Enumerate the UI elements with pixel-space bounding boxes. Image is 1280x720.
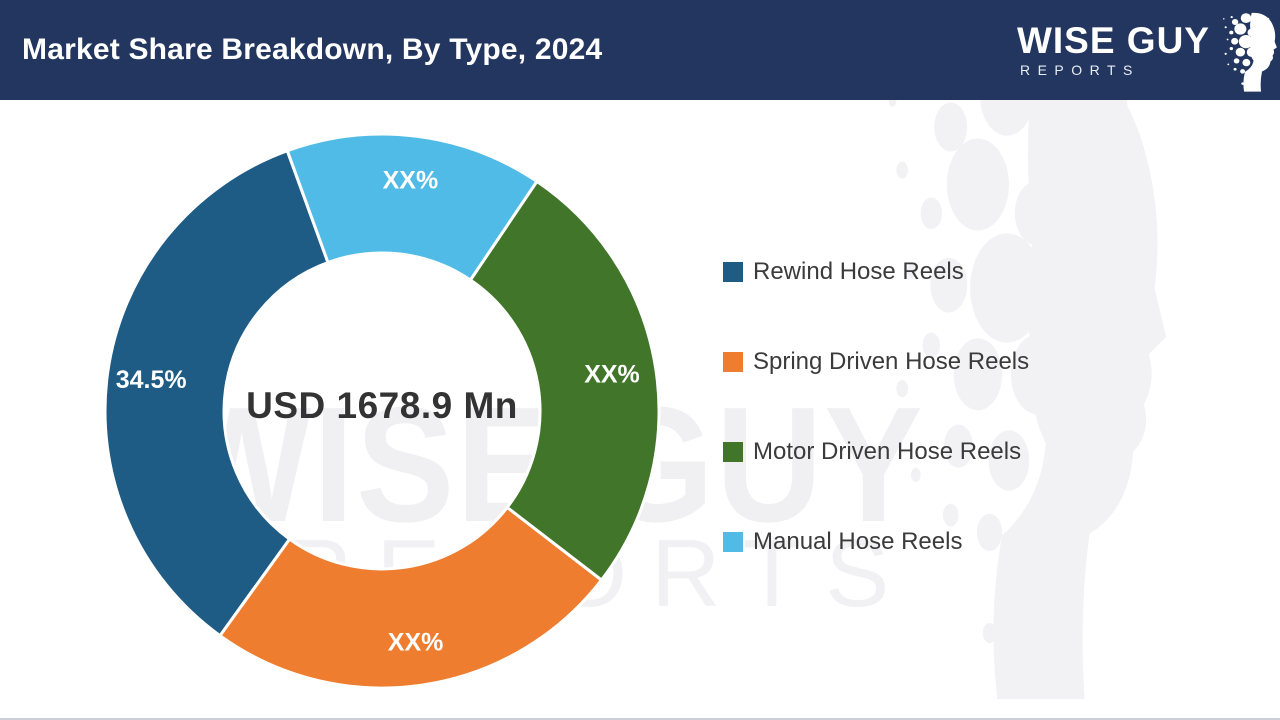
slice-label-2: XX%: [388, 628, 444, 656]
slice-label-4: XX%: [383, 166, 439, 194]
donut-slice-1: [103, 149, 330, 638]
legend-item-2: Spring Driven Hose Reels: [723, 350, 1029, 374]
logo-name: WISE GUY: [1016, 19, 1210, 61]
logo-subname: REPORTS: [1019, 62, 1140, 79]
legend-swatch-3: [723, 442, 743, 462]
legend-swatch-2: [723, 352, 743, 372]
legend-swatch-1: [723, 262, 743, 282]
wise-guy-logo: WISE GUY REPORTS: [1017, 4, 1278, 96]
donut-slice-3: [468, 179, 661, 582]
chart-legend: Rewind Hose Reels Spring Driven Hose Reel…: [723, 260, 1029, 554]
header-bar: Market Share Breakdown, By Type, 2024 WI…: [0, 0, 1280, 100]
page-title: Market Share Breakdown, By Type, 2024: [22, 33, 603, 66]
slice-label-1: 34.5%: [116, 366, 187, 394]
legend-item-1: Rewind Hose Reels: [723, 260, 1029, 284]
logo-text: WISE GUY REPORTS: [1016, 19, 1210, 79]
legend-swatch-4: [723, 532, 743, 552]
legend-label-3: Motor Driven Hose Reels: [753, 438, 1022, 465]
logo-face-icon: [1223, 12, 1277, 92]
legend-label-2: Spring Driven Hose Reels: [753, 348, 1030, 375]
legend-label-4: Manual Hose Reels: [753, 528, 963, 555]
donut-chart-area: 34.5% XX% XX% XX%: [103, 132, 661, 690]
legend-label-1: Rewind Hose Reels: [753, 258, 964, 285]
legend-item-4: Manual Hose Reels: [723, 530, 1029, 554]
legend-item-3: Motor Driven Hose Reels: [723, 440, 1029, 464]
donut-slice-2: [218, 505, 603, 690]
donut-center-value: USD 1678.9 Mn: [246, 385, 518, 426]
slice-label-3: XX%: [584, 360, 640, 388]
donut-chart: 34.5% XX% XX% XX%: [103, 132, 661, 690]
donut-slice-4: [285, 132, 539, 282]
